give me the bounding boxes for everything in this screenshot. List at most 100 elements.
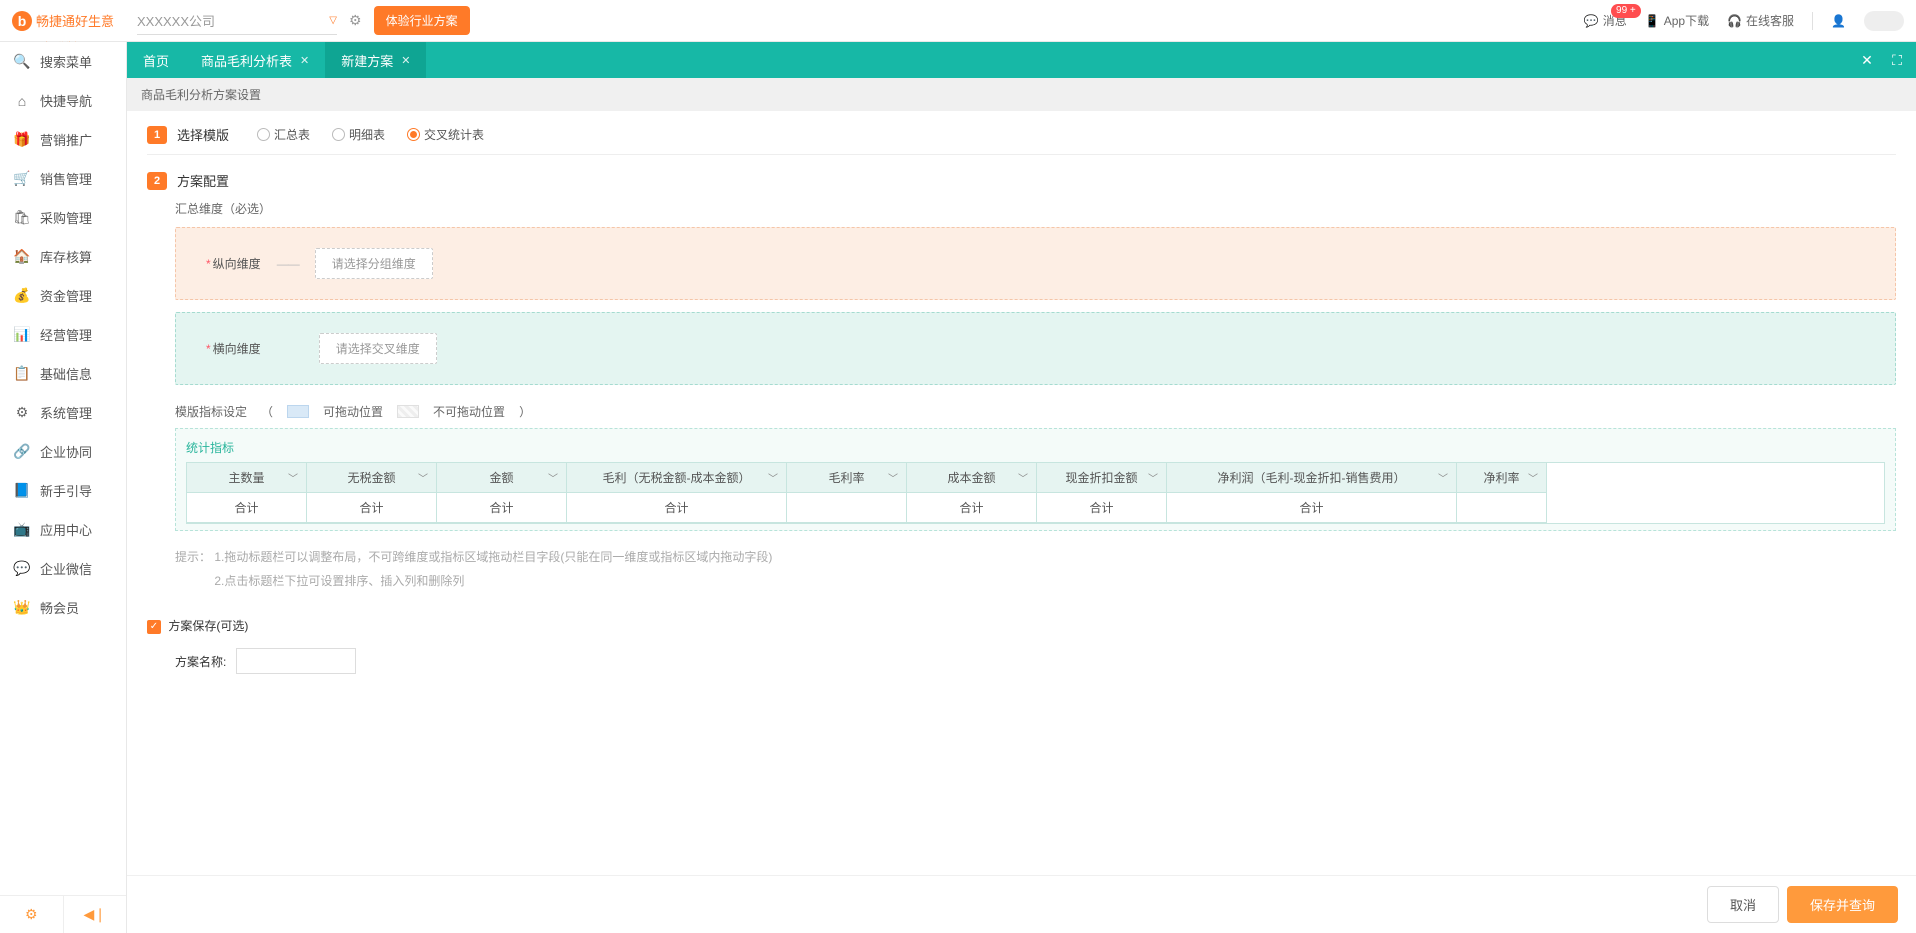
chevron-down-icon[interactable]: ﹀ <box>548 470 558 485</box>
header-label: 毛利（无税金额-成本金额） <box>603 469 751 486</box>
close-all-icon[interactable]: ✕ <box>1854 47 1880 73</box>
save-checkbox[interactable]: ✓ 方案保存(可选) <box>147 619 248 633</box>
plan-name-input[interactable] <box>236 648 356 674</box>
close-icon[interactable]: ✕ <box>401 54 410 67</box>
stat-header-0[interactable]: 主数量﹀ <box>187 463 307 493</box>
legend: 模版指标设定 （ 可拖动位置 不可拖动位置 ） <box>175 403 1896 420</box>
step2-head: 2 方案配置 <box>147 171 1896 190</box>
stat-cell-4 <box>787 493 907 523</box>
stat-header-1[interactable]: 无税金额﹀ <box>307 463 437 493</box>
header-label: 净利率 <box>1483 469 1519 486</box>
close-icon[interactable]: ✕ <box>300 54 309 67</box>
sidebar-item-label: 销售管理 <box>40 169 92 188</box>
content: 1 选择模版 汇总表明细表交叉统计表 2 方案配置 汇总维度（必选） *纵向维度… <box>127 111 1916 933</box>
sidebar-icon: 🔗 <box>14 444 30 460</box>
stat-cell-3: 合计 <box>567 493 787 523</box>
dash: —— <box>277 257 299 271</box>
drag-label: 可拖动位置 <box>323 403 383 420</box>
sidebar-item-2[interactable]: 🎁营销推广 <box>0 120 126 159</box>
tips: 提示： 1.拖动标题栏可以调整布局，不可跨维度或指标区域拖动栏目字段(只能在同一… <box>175 545 1896 593</box>
header-label: 净利润（毛利-现金折扣-销售费用） <box>1218 469 1406 486</box>
vertical-dim-select[interactable]: 请选择分组维度 <box>315 248 433 279</box>
company-select[interactable]: XXXXXX公司 ▽ <box>137 7 337 35</box>
stat-header-7[interactable]: 净利润（毛利-现金折扣-销售费用） ﹀ <box>1167 463 1457 493</box>
stat-grid: 主数量﹀无税金额﹀金额﹀毛利（无税金额-成本金额）﹀毛利率﹀成本金额﹀现金折扣金… <box>186 462 1885 524</box>
fullscreen-icon[interactable]: ⛶ <box>1884 47 1910 73</box>
settings-button[interactable]: ⚙ <box>0 896 63 933</box>
sidebar-item-5[interactable]: 🏠库存核算 <box>0 237 126 276</box>
headset-icon: 🎧 <box>1727 14 1742 28</box>
download-label: App下载 <box>1664 12 1709 29</box>
sidebar-item-label: 搜索菜单 <box>40 52 92 71</box>
template-radio-1[interactable]: 明细表 <box>332 126 385 143</box>
vertical-dim-box: *纵向维度 —— 请选择分组维度 <box>175 227 1896 300</box>
tabs-actions: ✕ ⛶ <box>1854 47 1916 73</box>
sidebar-item-12[interactable]: 📺应用中心 <box>0 510 126 549</box>
radio-label: 交叉统计表 <box>424 126 484 143</box>
template-radio-2[interactable]: 交叉统计表 <box>407 126 484 143</box>
nodrag-label: 不可拖动位置 <box>433 403 505 420</box>
main: 首页商品毛利分析表✕新建方案✕ ✕ ⛶ 商品毛利分析方案设置 1 选择模版 汇总… <box>127 42 1916 933</box>
avatar[interactable] <box>1864 11 1904 31</box>
gear-icon[interactable]: ⚙ <box>349 12 362 29</box>
sidebar-icon: 💬 <box>14 561 30 577</box>
header-label: 毛利率 <box>828 469 864 486</box>
chevron-down-icon[interactable]: ﹀ <box>1438 470 1448 485</box>
tab-1[interactable]: 商品毛利分析表✕ <box>185 42 325 78</box>
chevron-down-icon[interactable]: ﹀ <box>288 470 298 485</box>
legend-title: 模版指标设定 <box>175 403 247 420</box>
radio-icon <box>407 128 420 141</box>
trial-button[interactable]: 体验行业方案 <box>374 6 470 35</box>
save-query-button[interactable]: 保存并查询 <box>1787 886 1898 923</box>
company-name: XXXXXX公司 <box>137 11 215 30</box>
topbar: b 畅捷通好生意 标准版 XXXXXX公司 ▽ ⚙ 体验行业方案 💬 消息 99… <box>0 0 1916 42</box>
sidebar-item-9[interactable]: ⚙系统管理 <box>0 393 126 432</box>
service-button[interactable]: 🎧 在线客服 <box>1727 12 1794 29</box>
sidebar-icon: 📊 <box>14 327 30 343</box>
gear-icon: ⚙ <box>25 906 38 922</box>
step1-num: 1 <box>147 126 167 144</box>
sidebar-item-14[interactable]: 👑畅会员 <box>0 588 126 627</box>
chevron-down-icon[interactable]: ﹀ <box>1148 470 1158 485</box>
sidebar-item-7[interactable]: 📊经营管理 <box>0 315 126 354</box>
sidebar-item-6[interactable]: 💰资金管理 <box>0 276 126 315</box>
sidebar-item-3[interactable]: 🛒 销售管理 <box>0 159 126 198</box>
legend-paren: （ <box>261 403 273 420</box>
sidebar-item-13[interactable]: 💬企业微信 <box>0 549 126 588</box>
sidebar-item-8[interactable]: 📋基础信息 <box>0 354 126 393</box>
stat-header-4[interactable]: 毛利率 ﹀ <box>787 463 907 493</box>
stat-grid-wrap[interactable]: 主数量﹀无税金额﹀金额﹀毛利（无税金额-成本金额）﹀毛利率﹀成本金额﹀现金折扣金… <box>186 462 1885 524</box>
download-button[interactable]: 📱 App下载 <box>1645 12 1709 29</box>
save-name-label: 方案名称: <box>175 653 226 670</box>
user-icon[interactable]: 👤 <box>1831 14 1846 28</box>
logo-text: 畅捷通好生意 <box>36 11 114 30</box>
messages-button[interactable]: 💬 消息 99 + <box>1584 12 1627 29</box>
stat-header-8[interactable]: 净利率 ﹀ <box>1457 463 1547 493</box>
chevron-down-icon[interactable]: ﹀ <box>1018 470 1028 485</box>
stat-header-2[interactable]: 金额﹀ <box>437 463 567 493</box>
sidebar-item-0[interactable]: 🔍搜索菜单 <box>0 42 126 81</box>
sidebar-item-11[interactable]: 📘新手引导 <box>0 471 126 510</box>
step1-row: 1 选择模版 汇总表明细表交叉统计表 <box>147 125 1896 155</box>
stat-header-6[interactable]: 现金折扣金额﹀ <box>1037 463 1167 493</box>
sidebar-item-10[interactable]: 🔗企业协同 <box>0 432 126 471</box>
sidebar-item-4[interactable]: 🛍采购管理 <box>0 198 126 237</box>
chevron-down-icon[interactable]: ﹀ <box>418 470 428 485</box>
sidebar-icon: 🛒 <box>14 171 30 187</box>
stat-cell-0: 合计 <box>187 493 307 523</box>
tab-0[interactable]: 首页 <box>127 42 185 78</box>
stat-header-5[interactable]: 成本金额﹀ <box>907 463 1037 493</box>
tab-2[interactable]: 新建方案✕ <box>325 42 426 78</box>
chevron-down-icon[interactable]: ﹀ <box>768 470 778 485</box>
stat-header-3[interactable]: 毛利（无税金额-成本金额） ﹀ <box>567 463 787 493</box>
stat-cell-1: 合计 <box>307 493 437 523</box>
chevron-down-icon[interactable]: ﹀ <box>888 470 898 485</box>
collapse-button[interactable]: ◀❘ <box>63 896 127 933</box>
chevron-down-icon[interactable]: ﹀ <box>1528 470 1538 485</box>
sidebar-item-label: 库存核算 <box>40 247 92 266</box>
template-radio-0[interactable]: 汇总表 <box>257 126 310 143</box>
sidebar-item-1[interactable]: ⌂快捷导航 <box>0 81 126 120</box>
horizontal-dim-select[interactable]: 请选择交叉维度 <box>319 333 437 364</box>
sidebar-icon: 🛍 <box>14 210 30 226</box>
cancel-button[interactable]: 取消 <box>1707 886 1779 923</box>
